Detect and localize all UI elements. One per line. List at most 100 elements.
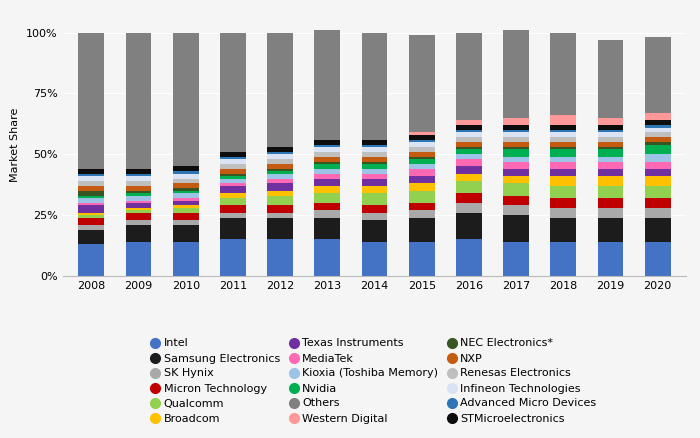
Bar [598,162,624,169]
Bar [267,32,293,147]
Bar [503,205,529,215]
Bar [173,193,199,198]
Bar [598,142,624,147]
Y-axis label: Market Share: Market Share [10,107,20,182]
Bar [314,157,340,162]
Bar [550,162,576,169]
Bar [267,147,293,152]
Bar [645,120,671,125]
Bar [361,220,388,242]
Bar [645,198,671,208]
Bar [550,186,576,198]
Bar [645,208,671,218]
Bar [503,242,529,276]
Bar [503,132,529,137]
Bar [503,176,529,184]
Bar [645,127,671,132]
Bar [598,198,624,208]
Bar [409,147,435,152]
Bar [550,149,576,157]
Bar [361,162,388,164]
Bar [645,137,671,142]
Bar [267,205,293,213]
Bar [409,35,435,132]
Bar [361,164,388,169]
Bar [78,198,104,203]
Bar [78,225,104,230]
Bar [645,162,671,169]
Bar [267,174,293,179]
Bar [409,159,435,164]
Bar [220,184,246,186]
Bar [409,132,435,135]
Bar [173,191,199,193]
Bar [550,125,576,130]
Bar [361,193,388,205]
Bar [456,213,482,240]
Bar [503,147,529,149]
Bar [173,208,199,213]
Bar [645,113,671,120]
Bar [314,147,340,152]
Bar [598,149,624,157]
Bar [598,186,624,198]
Bar [267,184,293,191]
Bar [361,145,388,147]
Bar [456,120,482,125]
Bar [550,115,576,125]
Bar [456,181,482,193]
Bar [78,244,104,276]
Bar [267,240,293,276]
Bar [125,213,151,220]
Bar [220,213,246,218]
Bar [220,164,246,169]
Bar [503,215,529,242]
Bar [456,159,482,166]
Bar [361,147,388,152]
Bar [503,137,529,142]
Bar [125,169,151,174]
Bar [550,147,576,149]
Bar [267,179,293,184]
Bar [361,174,388,179]
Bar [598,218,624,242]
Bar [409,203,435,210]
Bar [598,40,624,118]
Bar [645,186,671,198]
Bar [409,210,435,218]
Bar [550,132,576,137]
Bar [78,186,104,191]
Bar [456,147,482,149]
Bar [550,32,576,115]
Bar [598,125,624,130]
Bar [125,176,151,181]
Bar [173,179,199,184]
Bar [409,176,435,184]
Bar [598,176,624,186]
Bar [314,152,340,157]
Bar [314,240,340,276]
Bar [503,30,529,118]
Bar [361,205,388,213]
Bar [361,242,388,276]
Bar [456,203,482,213]
Bar [173,184,199,188]
Bar [220,159,246,164]
Bar [550,142,576,147]
Bar [409,140,435,142]
Bar [314,30,340,140]
Bar [78,169,104,174]
Bar [598,169,624,176]
Bar [550,218,576,242]
Bar [456,193,482,203]
Bar [173,198,199,201]
Bar [125,210,151,213]
Bar [503,125,529,130]
Bar [220,198,246,205]
Bar [125,225,151,242]
Bar [173,220,199,225]
Bar [267,169,293,171]
Bar [314,193,340,203]
Bar [503,184,529,196]
Bar [598,242,624,276]
